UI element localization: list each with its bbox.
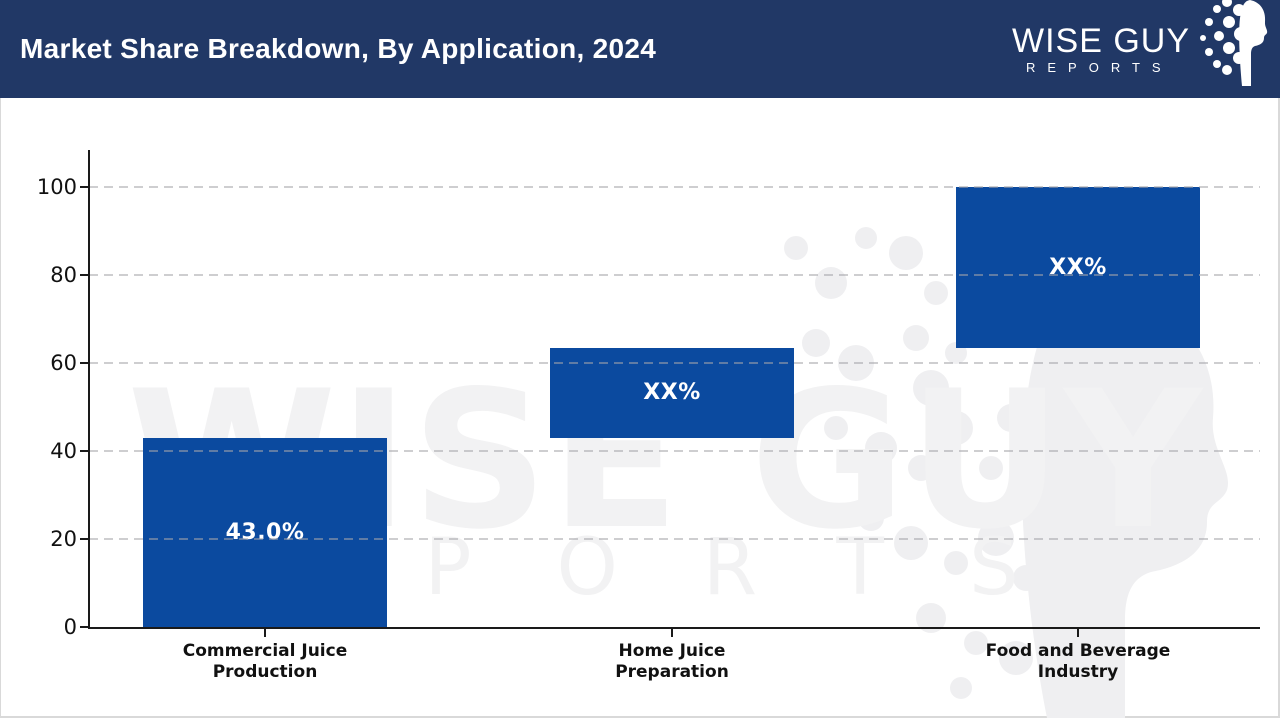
bar-commercial-juice-production: 43.0% — [143, 437, 387, 627]
xtick-mark-food-and-beverage-industry — [1077, 629, 1079, 637]
bar-value-label: XX% — [1049, 254, 1107, 280]
bar-value-label: 43.0% — [225, 519, 305, 545]
gridline-100 — [89, 186, 1260, 188]
ytick-mark-80 — [80, 274, 89, 276]
logo-face-icon — [1200, 0, 1268, 86]
xlabel-home-juice-preparation: Home Juice Preparation — [512, 641, 832, 683]
gridline-80 — [89, 274, 1260, 276]
xlabel-line: Home Juice — [618, 641, 726, 661]
gridline-40 — [89, 450, 1260, 452]
ytick-label-60: 60 — [50, 351, 77, 375]
xlabel-commercial-juice-production: Commercial Juice Production — [105, 641, 425, 683]
xlabel-line: Commercial Juice — [182, 641, 348, 661]
ytick-mark-60 — [80, 362, 89, 364]
logo-wordmark-text: WISE GUY — [1012, 22, 1191, 60]
watermark-face-pattern — [784, 227, 1229, 718]
ytick-mark-100 — [80, 186, 89, 188]
header-bar: Market Share Breakdown, By Application, … — [0, 0, 1280, 98]
ytick-label-100: 100 — [36, 175, 77, 199]
chart-canvas: WISE GUY REPORTS 43.0% XX% XX% 0 20 40 60 80 100… — [0, 98, 1280, 718]
ytick-mark-0 — [80, 626, 89, 628]
logo-subtext: REPORTS — [1026, 60, 1173, 75]
xtick-mark-home-juice-preparation — [671, 629, 673, 637]
gridline-20 — [89, 538, 1260, 540]
ytick-label-80: 80 — [50, 263, 77, 287]
x-axis-line — [88, 627, 1260, 629]
ytick-mark-40 — [80, 450, 89, 452]
ytick-label-20: 20 — [50, 527, 77, 551]
ytick-mark-20 — [80, 538, 89, 540]
chart-title: Market Share Breakdown, By Application, … — [20, 33, 657, 64]
bar-value-label: XX% — [643, 380, 701, 406]
wiseguy-logo: WISE GUY REPORTS — [1012, 0, 1268, 92]
xlabel-line: Food and Beverage — [985, 641, 1171, 661]
xlabel-line: Production — [212, 662, 318, 682]
xlabel-line: Preparation — [615, 662, 729, 682]
xlabel-food-and-beverage-industry: Food and Beverage Industry — [918, 641, 1238, 683]
bar-food-and-beverage-industry: XX% — [956, 187, 1200, 348]
ytick-label-40: 40 — [50, 439, 77, 463]
gridline-60 — [89, 362, 1260, 364]
xtick-mark-commercial-juice-production — [264, 629, 266, 637]
y-axis-line — [88, 150, 90, 629]
ytick-label-0: 0 — [63, 615, 77, 639]
xlabel-line: Industry — [1037, 662, 1119, 682]
